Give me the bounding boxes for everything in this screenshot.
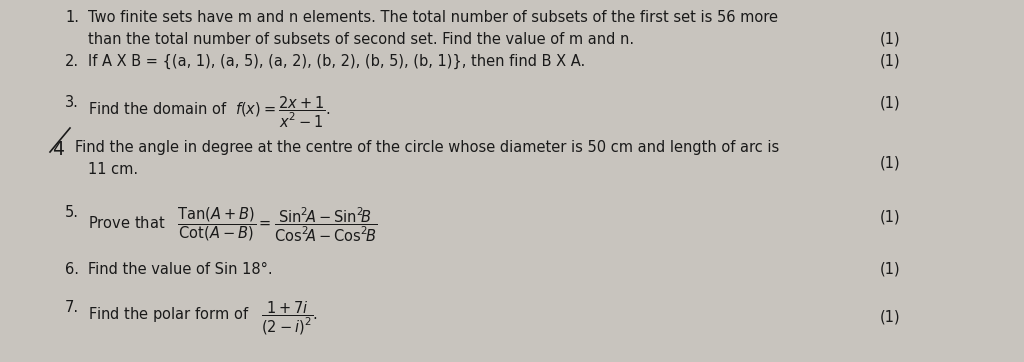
Text: 1.: 1. xyxy=(65,10,79,25)
Text: (1): (1) xyxy=(880,54,901,69)
Text: 2.: 2. xyxy=(65,54,79,69)
Text: Find the value of Sin 18°.: Find the value of Sin 18°. xyxy=(88,262,272,277)
Text: $\mathbf{\mathit{4}}$: $\mathbf{\mathit{4}}$ xyxy=(52,140,65,159)
Text: 5.: 5. xyxy=(65,205,79,220)
Text: 3.: 3. xyxy=(65,95,79,110)
Text: If A X B = {(a, 1), (a, 5), (a, 2), (b, 2), (b, 5), (b, 1)}, then find B X A.: If A X B = {(a, 1), (a, 5), (a, 2), (b, … xyxy=(88,54,586,69)
Text: 11 cm.: 11 cm. xyxy=(88,162,138,177)
Text: (1): (1) xyxy=(880,262,901,277)
Text: than the total number of subsets of second set. Find the value of m and n.: than the total number of subsets of seco… xyxy=(88,32,634,47)
Text: 6.: 6. xyxy=(65,262,79,277)
Text: 7.: 7. xyxy=(65,300,79,315)
Text: (1): (1) xyxy=(880,310,901,325)
Text: Prove that   $\dfrac{\mathrm{Tan}(A+B)}{\mathrm{Cot}(A-B)} = \dfrac{\mathrm{Sin}: Prove that $\dfrac{\mathrm{Tan}(A+B)}{\m… xyxy=(88,205,377,243)
Text: Find the domain of  $f(x) = \dfrac{2x+1}{x^2-1}$.: Find the domain of $f(x) = \dfrac{2x+1}{… xyxy=(88,95,331,130)
Text: (1): (1) xyxy=(880,95,901,110)
Text: (1): (1) xyxy=(880,32,901,47)
Text: Find the polar form of   $\dfrac{1+7i}{(2-i)^2}$.: Find the polar form of $\dfrac{1+7i}{(2-… xyxy=(88,300,318,337)
Text: Find the angle in degree at the centre of the circle whose diameter is 50 cm and: Find the angle in degree at the centre o… xyxy=(75,140,779,155)
Text: Two finite sets have m and n elements. The total number of subsets of the first : Two finite sets have m and n elements. T… xyxy=(88,10,778,25)
Text: (1): (1) xyxy=(880,210,901,225)
Text: (1): (1) xyxy=(880,155,901,170)
